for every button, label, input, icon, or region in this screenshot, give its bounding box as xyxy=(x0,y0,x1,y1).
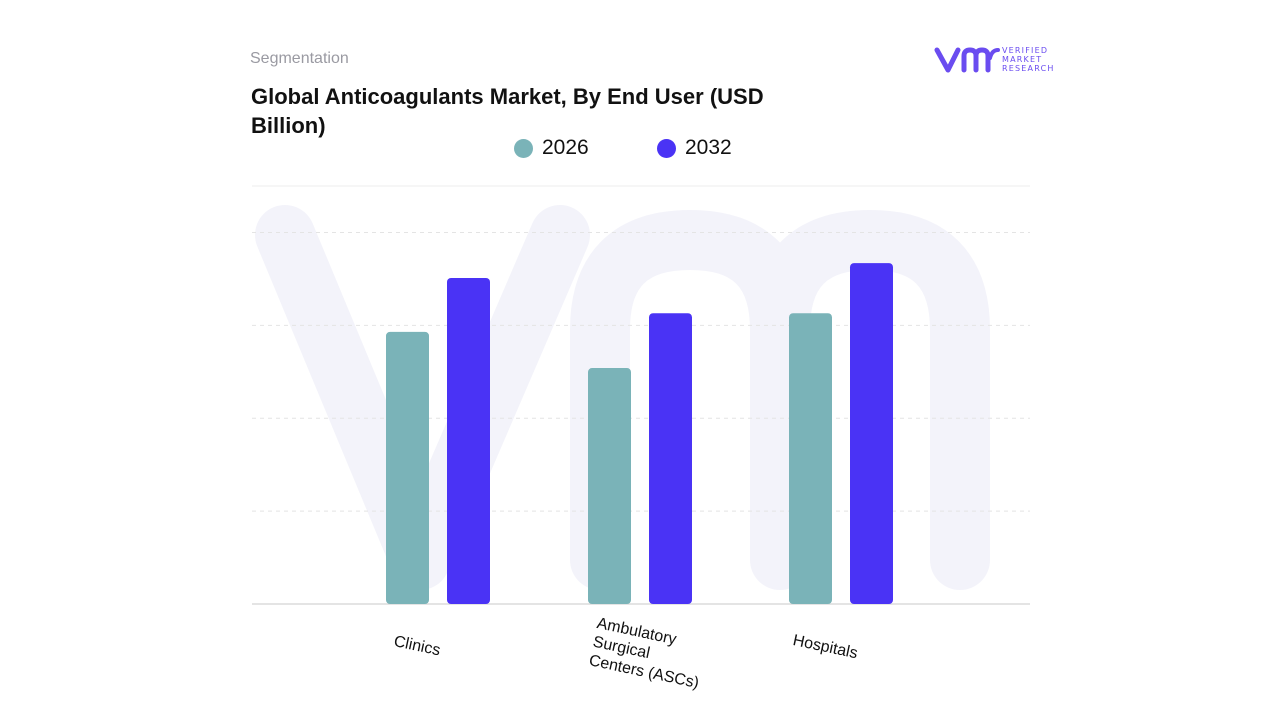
logo-text-verified: VERIFIED xyxy=(1002,46,1049,55)
bar-2032-1 xyxy=(649,313,692,604)
legend-label-2026: 2026 xyxy=(542,136,589,159)
bar-2032-2 xyxy=(850,263,893,604)
legend-item-2032: 2032 xyxy=(657,134,732,162)
logo-text-market: MARKET xyxy=(1002,55,1043,64)
legend-label-2032: 2032 xyxy=(685,136,732,159)
bar-2026-0 xyxy=(386,331,429,604)
bar-2026-1 xyxy=(588,368,631,604)
bar-2026-2 xyxy=(789,313,832,604)
chart-title: Global Anticoagulants Market, By End Use… xyxy=(251,84,764,138)
section-label: Segmentation xyxy=(250,50,349,67)
legend-swatch-2026 xyxy=(514,138,533,158)
legend-item-2026: 2026 xyxy=(514,134,589,162)
legend-swatch-2032 xyxy=(657,138,676,158)
vmr-logo-icon xyxy=(934,47,1000,73)
bar-2032-0 xyxy=(447,277,490,604)
logo-text-research: RESEARCH xyxy=(1002,64,1055,73)
vmr-logo xyxy=(934,44,1064,76)
